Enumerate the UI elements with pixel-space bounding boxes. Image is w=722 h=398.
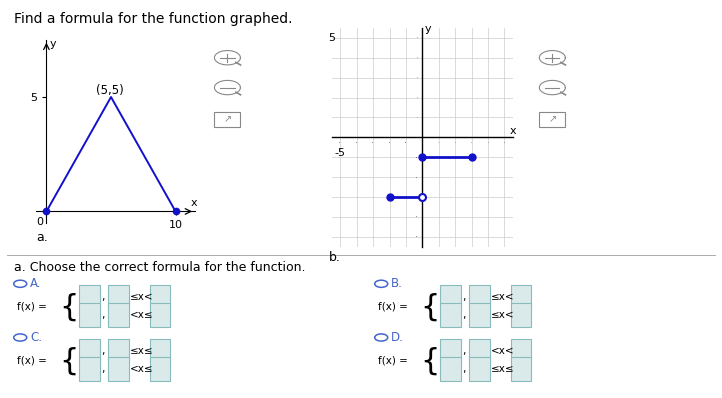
Text: ,: , <box>101 364 105 374</box>
Text: f(x) =: f(x) = <box>17 301 47 312</box>
Text: b.: b. <box>329 251 340 264</box>
Text: f(x) =: f(x) = <box>17 355 47 365</box>
Text: B.: B. <box>391 277 403 290</box>
Text: ,: , <box>462 292 466 302</box>
Text: <x<: <x< <box>491 346 515 356</box>
Text: ,: , <box>462 346 466 356</box>
Text: 5: 5 <box>329 33 336 43</box>
Text: D.: D. <box>391 331 404 344</box>
Text: <x≤: <x≤ <box>130 310 154 320</box>
Text: f(x) =: f(x) = <box>378 355 408 365</box>
Text: ≤x<: ≤x< <box>130 292 154 302</box>
Text: Find a formula for the function graphed.: Find a formula for the function graphed. <box>14 12 293 26</box>
Text: f(x) =: f(x) = <box>378 301 408 312</box>
Text: C.: C. <box>30 331 43 344</box>
Text: ,: , <box>101 346 105 356</box>
Text: ,: , <box>462 310 466 320</box>
Text: x: x <box>191 198 198 208</box>
Text: y: y <box>425 24 432 34</box>
Text: y: y <box>50 39 56 49</box>
Text: {: { <box>59 293 79 322</box>
Text: {: { <box>59 346 79 375</box>
Text: -5: -5 <box>335 148 346 158</box>
Text: ↗: ↗ <box>223 114 232 125</box>
Text: 0: 0 <box>37 217 43 227</box>
Text: ≤x<: ≤x< <box>491 310 515 320</box>
Text: x: x <box>509 126 516 137</box>
Text: (5,5): (5,5) <box>95 84 123 97</box>
Text: ≤x<: ≤x< <box>491 292 515 302</box>
Text: A.: A. <box>30 277 42 290</box>
Text: a.: a. <box>36 231 48 244</box>
Text: ↗: ↗ <box>548 114 557 125</box>
Text: a. Choose the correct formula for the function.: a. Choose the correct formula for the fu… <box>14 261 306 274</box>
Text: {: { <box>420 293 440 322</box>
Text: {: { <box>420 346 440 375</box>
Text: ≤x≤: ≤x≤ <box>491 364 515 374</box>
Text: ,: , <box>101 310 105 320</box>
Text: ,: , <box>101 292 105 302</box>
Text: <x≤: <x≤ <box>130 364 154 374</box>
Text: ,: , <box>462 364 466 374</box>
Text: ≤x≤: ≤x≤ <box>130 346 154 356</box>
